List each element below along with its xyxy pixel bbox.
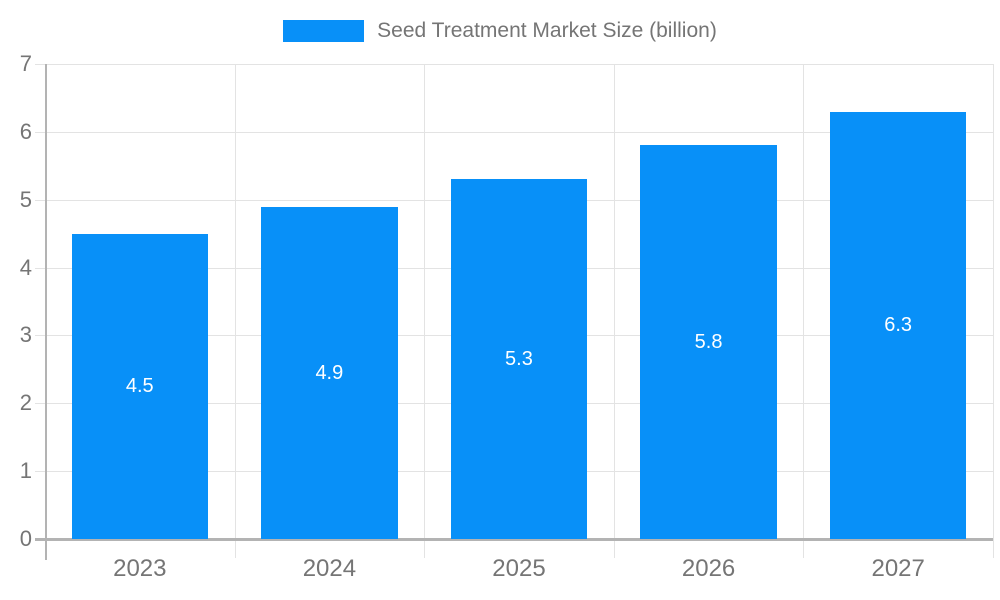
bar-value-label-2023: 4.5: [125, 375, 154, 398]
y-tick-7: [35, 64, 45, 65]
y-tick-label-7: 7: [19, 51, 32, 76]
y-tick-label-6: 6: [19, 119, 32, 144]
bar-value-label-2027: 6.3: [884, 314, 913, 337]
gridline-x-3: [614, 64, 615, 558]
bar-2027[interactable]: [829, 111, 967, 539]
bar-value-label-2026: 5.8: [694, 331, 723, 354]
bar-value-label-2025: 5.3: [505, 348, 533, 371]
y-tick-3: [35, 335, 45, 336]
y-tick-5: [35, 200, 45, 201]
y-tick-label-1: 1: [19, 458, 32, 483]
x-tick-label-2023: 2023: [113, 555, 167, 582]
gridline-x-4: [803, 64, 804, 558]
x-tick-label-2026: 2026: [681, 555, 736, 582]
x-tick-label-2027: 2027: [871, 555, 925, 582]
bar-2026[interactable]: [640, 145, 777, 539]
y-tick-6: [35, 132, 45, 133]
gridline-x-2: [424, 64, 425, 558]
gridline-y-7: [45, 64, 993, 65]
y-tick-label-4: 4: [19, 255, 32, 280]
y-tick-2: [35, 403, 45, 404]
bar-2025[interactable]: [450, 179, 588, 539]
bar-2024[interactable]: [261, 206, 398, 539]
legend-label: Seed Treatment Market Size (billion): [377, 19, 717, 42]
y-axis: [45, 64, 47, 560]
legend-swatch: [283, 20, 365, 42]
gridline-x-1: [235, 64, 236, 558]
x-axis: [35, 538, 993, 541]
y-tick-4: [35, 268, 45, 269]
y-tick-1: [35, 471, 45, 472]
bar-value-label-2024: 4.9: [315, 361, 344, 384]
y-tick-label-3: 3: [19, 322, 32, 347]
gridline-x-5: [993, 64, 994, 558]
y-tick-label-0: 0: [19, 526, 32, 551]
x-tick-label-2024: 2024: [302, 555, 357, 582]
legend[interactable]: Seed Treatment Market Size (billion): [0, 19, 1000, 43]
x-tick-label-2025: 2025: [492, 555, 546, 582]
y-tick-label-2: 2: [19, 390, 32, 415]
gridline-y-6: [45, 132, 993, 133]
y-tick-label-5: 5: [19, 187, 32, 212]
bar-2023[interactable]: [71, 233, 208, 539]
